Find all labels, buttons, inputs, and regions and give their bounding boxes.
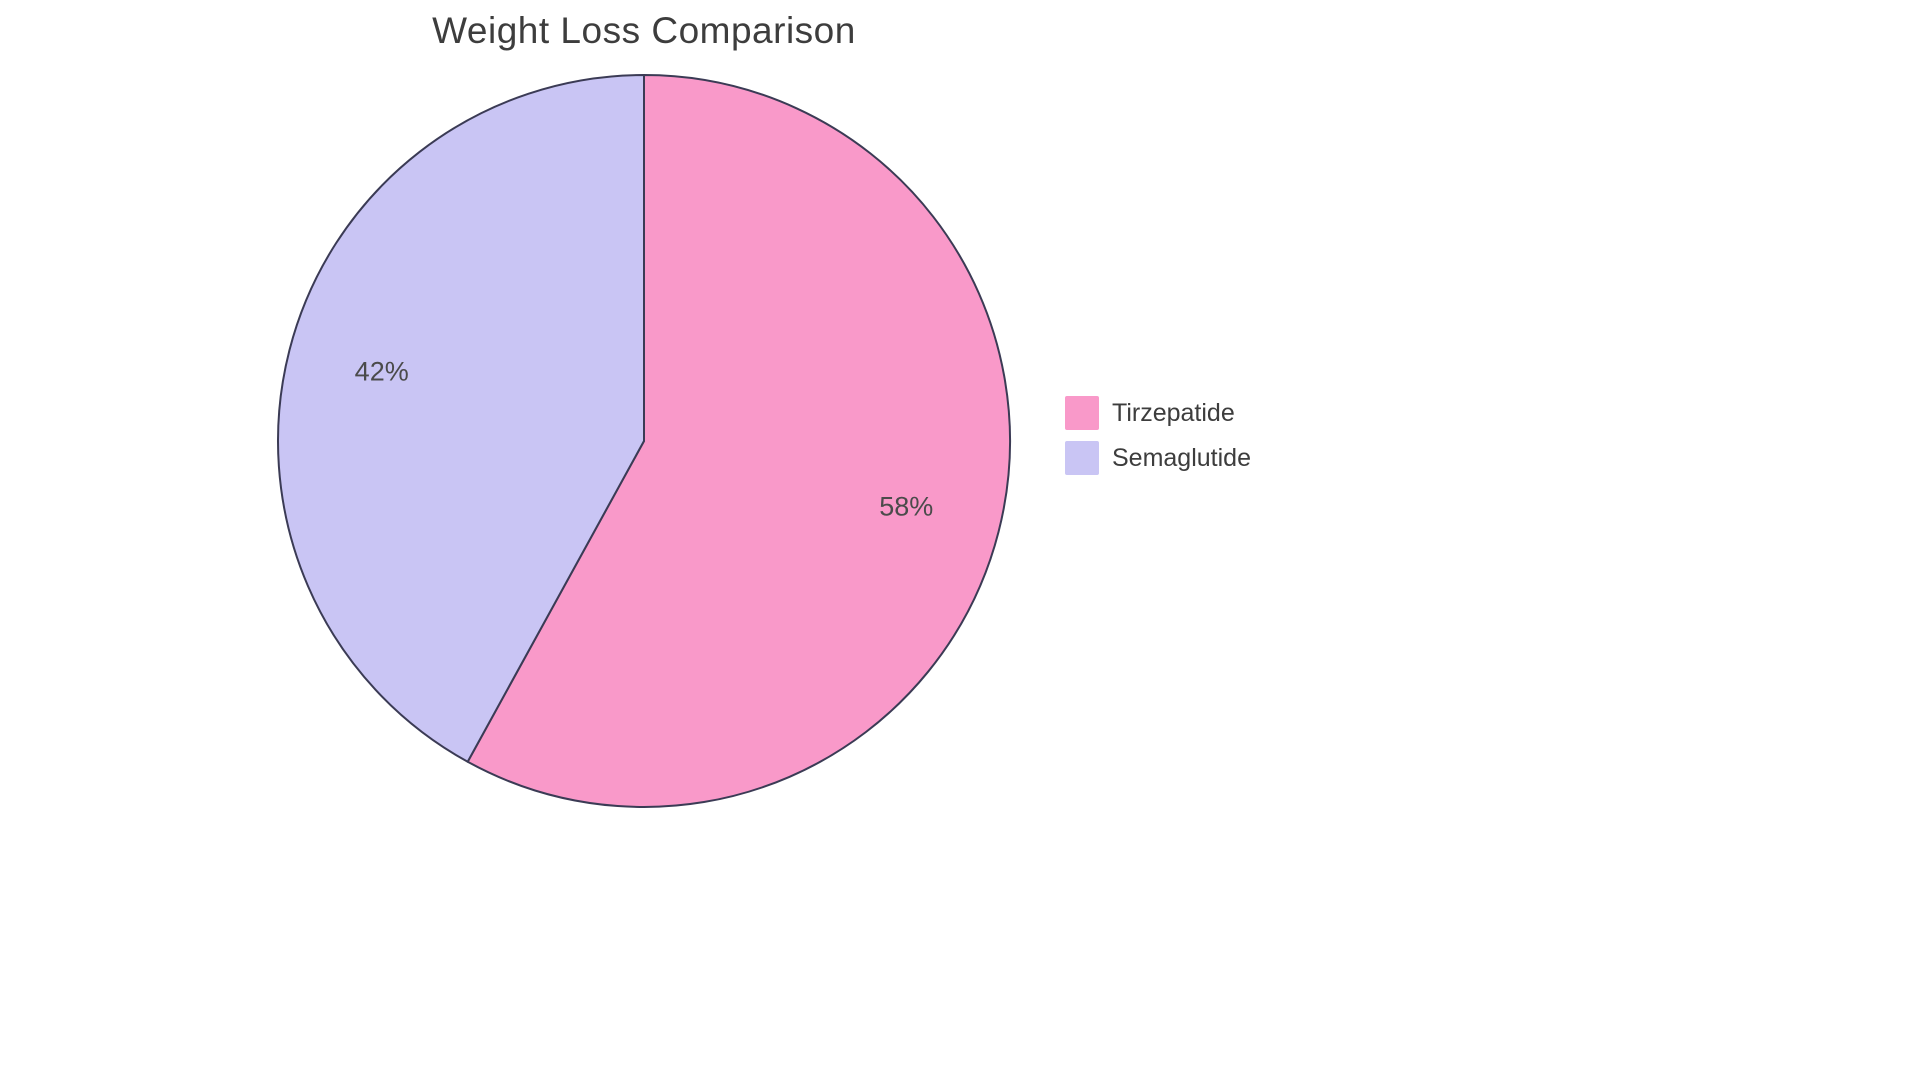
legend-label-semaglutide: Semaglutide	[1112, 443, 1251, 472]
slice-label-semaglutide: 42%	[355, 357, 409, 387]
slice-label-tirzepatide: 58%	[879, 492, 933, 522]
legend-item-tirzepatide[interactable]: Tirzepatide	[1065, 396, 1251, 430]
pie-slice-semaglutide	[277, 74, 645, 763]
legend: Tirzepatide Semaglutide	[1065, 396, 1251, 475]
chart-title: Weight Loss Comparison	[432, 10, 856, 51]
pie-slice-tirzepatide	[466, 74, 1011, 808]
legend-label-tirzepatide: Tirzepatide	[1112, 398, 1235, 427]
legend-swatch-tirzepatide	[1065, 396, 1099, 430]
legend-item-semaglutide[interactable]: Semaglutide	[1065, 441, 1251, 475]
legend-swatch-semaglutide	[1065, 441, 1099, 475]
